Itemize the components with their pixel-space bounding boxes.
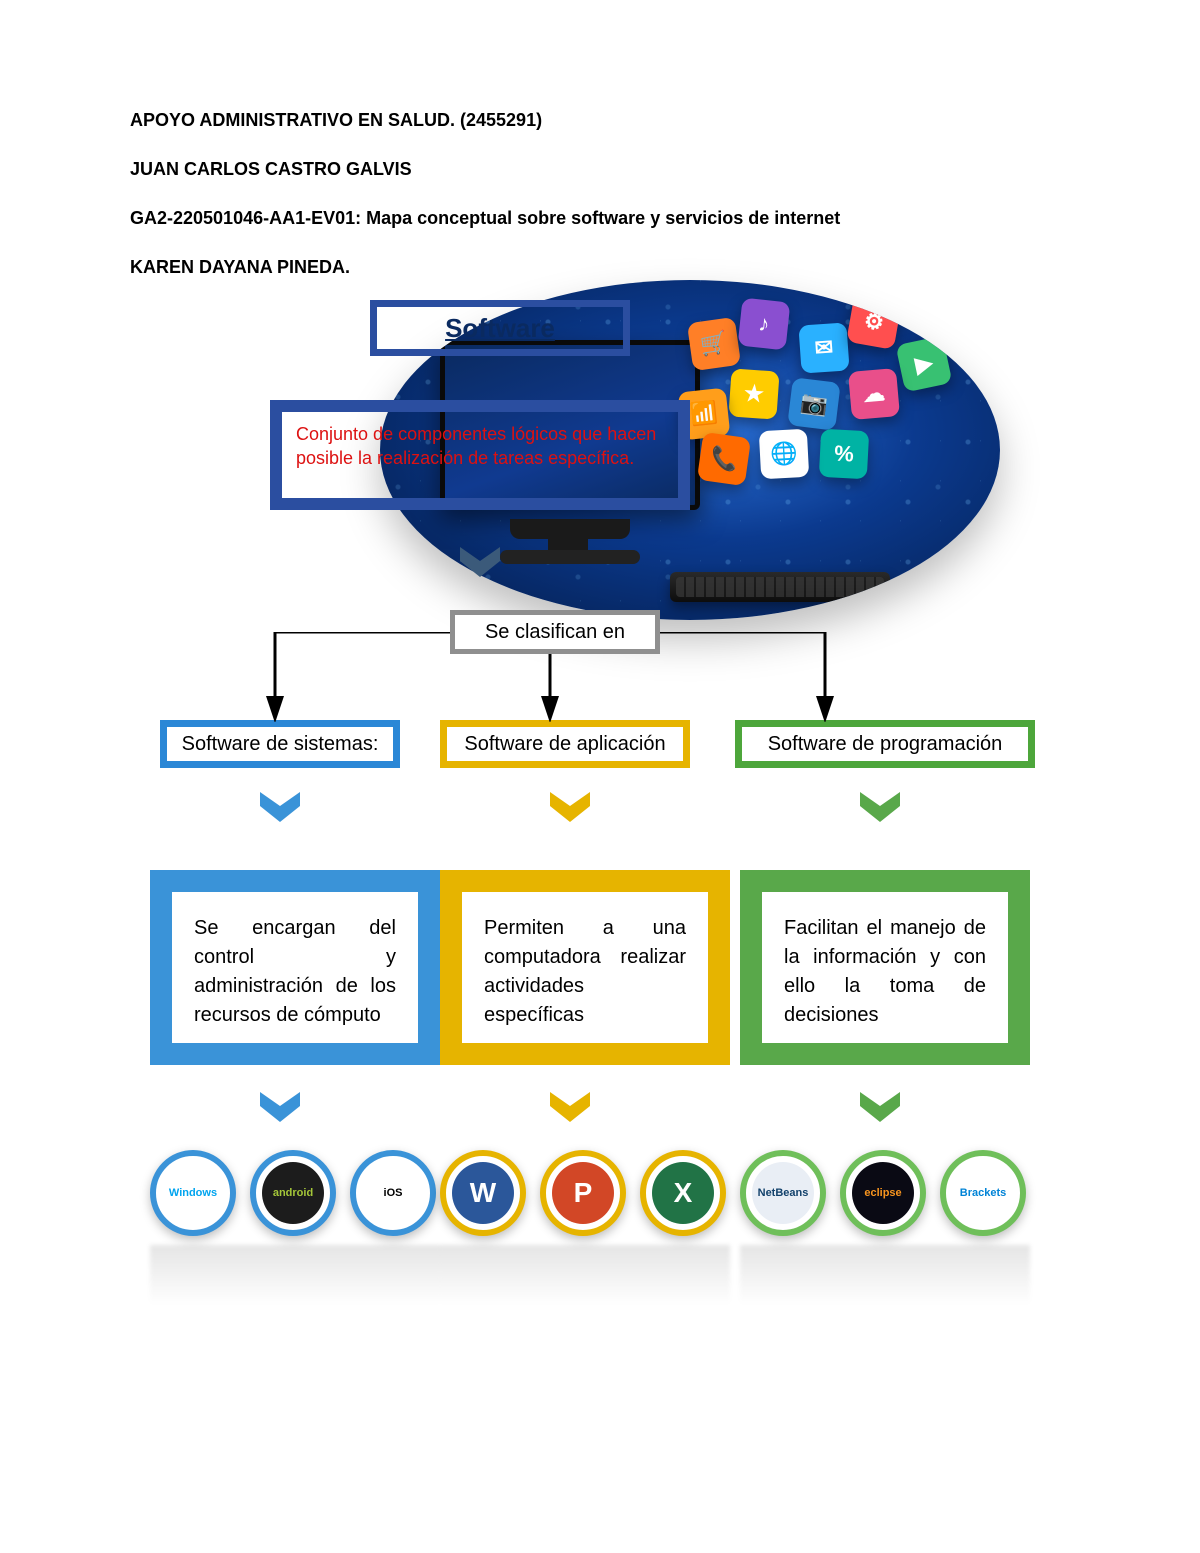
android-icon: android: [250, 1150, 336, 1236]
app-tile-icon: ♪: [738, 298, 791, 351]
powerpoint-icon: P: [540, 1150, 626, 1236]
powerpoint-icon-label: P: [552, 1162, 614, 1224]
header-line-3: GA2-220501046-AA1-EV01: Mapa conceptual …: [130, 208, 1070, 229]
app-tile-icon: %: [819, 429, 869, 479]
category-label-sistemas: Software de sistemas:: [160, 720, 400, 768]
word-icon-label: W: [452, 1162, 514, 1224]
netbeans-icon: NetBeans: [740, 1150, 826, 1236]
root-title-box: Software: [370, 300, 630, 356]
hero-mouse: [910, 575, 952, 601]
app-tile-icon: ✉: [798, 322, 849, 373]
app-tile-icon: 📷: [787, 377, 840, 430]
brackets-icon-label: Brackets: [952, 1162, 1014, 1224]
excel-icon: X: [640, 1150, 726, 1236]
header-line-4: KAREN DAYANA PINEDA.: [130, 257, 1070, 278]
app-tile-icon: ▶: [896, 336, 953, 393]
chevron-sistemas-2: [255, 1090, 305, 1126]
windows-icon: Windows: [150, 1150, 236, 1236]
ios-icon-label: iOS: [362, 1162, 424, 1224]
header-line-2: JUAN CARLOS CASTRO GALVIS: [130, 159, 1070, 180]
category-label-aplicacion: Software de aplicación: [440, 720, 690, 768]
netbeans-icon-label: NetBeans: [752, 1162, 814, 1224]
icons-reflection-sistemas: [150, 1245, 440, 1305]
app-tile-icon: ☁: [848, 368, 900, 420]
category-label-programacion: Software de programación: [735, 720, 1035, 768]
chevron-aplicacion-1: [545, 790, 595, 826]
ios-icon: iOS: [350, 1150, 436, 1236]
classify-label: Se clasifican en: [485, 621, 625, 644]
root-definition: Conjunto de componentes lógicos que hace…: [296, 424, 656, 468]
eclipse-icon: eclipse: [840, 1150, 926, 1236]
category-description-programacion: Facilitan el manejo de la información y …: [740, 870, 1030, 1065]
root-title: Software: [445, 313, 555, 344]
category-description-aplicacion: Permiten a una computadora realizar acti…: [440, 870, 730, 1065]
app-tile-icon: ⚙: [846, 294, 902, 350]
brackets-icon: Brackets: [940, 1150, 1026, 1236]
app-tile-icon: 🌐: [759, 429, 809, 479]
chevron-root: [455, 545, 505, 581]
chevron-programacion-2: [855, 1090, 905, 1126]
app-tile-icon: ★: [728, 368, 779, 419]
app-tile-icon: 🛒: [687, 317, 741, 371]
windows-icon-label: Windows: [162, 1162, 224, 1224]
classify-box: Se clasifican en: [450, 610, 660, 654]
chevron-aplicacion-2: [545, 1090, 595, 1126]
category-description-sistemas: Se encargan del control y administración…: [150, 870, 440, 1065]
root-definition-box: Conjunto de componentes lógicos que hace…: [270, 400, 690, 510]
chevron-sistemas-1: [255, 790, 305, 826]
header-line-1: APOYO ADMINISTRATIVO EN SALUD. (2455291): [130, 110, 1070, 131]
icons-reflection-programacion: [740, 1245, 1030, 1305]
hero-keyboard: [670, 572, 890, 602]
hero-monitor-stand: [548, 520, 588, 550]
icons-reflection-aplicacion: [440, 1245, 730, 1305]
excel-icon-label: X: [652, 1162, 714, 1224]
eclipse-icon-label: eclipse: [852, 1162, 914, 1224]
word-icon: W: [440, 1150, 526, 1236]
android-icon-label: android: [262, 1162, 324, 1224]
hero-monitor-base: [500, 550, 640, 564]
chevron-programacion-1: [855, 790, 905, 826]
app-tile-icon: 📞: [697, 432, 751, 486]
page-header: APOYO ADMINISTRATIVO EN SALUD. (2455291)…: [130, 110, 1070, 306]
